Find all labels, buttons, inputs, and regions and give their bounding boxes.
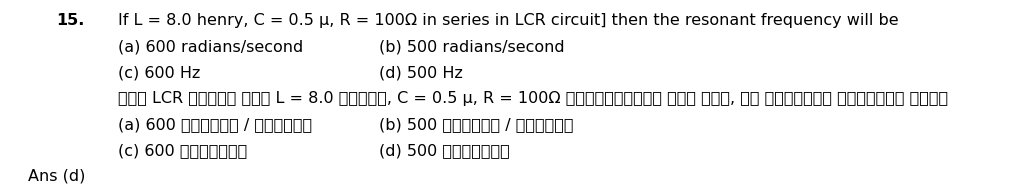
- Text: If L = 8.0 henry, C = 0.5 μ, R = 100Ω in series in LCR circuit] then the resonan: If L = 8.0 henry, C = 0.5 μ, R = 100Ω in…: [118, 13, 898, 28]
- Text: (a) 600 रेडियन / सेकेंड: (a) 600 रेडियन / सेकेंड: [118, 117, 312, 132]
- Text: (a) 600 radians/second: (a) 600 radians/second: [118, 39, 303, 54]
- Text: (d) 500 Hz: (d) 500 Hz: [379, 65, 463, 80]
- Text: (b) 500 radians/second: (b) 500 radians/second: [379, 39, 564, 54]
- Text: यदि LCR परिपथ में L = 8.0 हेनरी, C = 0.5 μ, R = 100Ω श्रेणीक्रम में हैं, तो अनुन: यदि LCR परिपथ में L = 8.0 हेनरी, C = 0.5…: [118, 91, 948, 106]
- Text: Ans (d): Ans (d): [29, 169, 86, 184]
- Text: (b) 500 रेडियन / सेकेंड: (b) 500 रेडियन / सेकेंड: [379, 117, 573, 132]
- Text: (c) 600 Hz: (c) 600 Hz: [118, 65, 200, 80]
- Text: 15.: 15.: [56, 13, 85, 28]
- Text: (c) 600 हर्त्ज़: (c) 600 हर्त्ज़: [118, 143, 247, 158]
- Text: (d) 500 हर्त्ज़: (d) 500 हर्त्ज़: [379, 143, 510, 158]
